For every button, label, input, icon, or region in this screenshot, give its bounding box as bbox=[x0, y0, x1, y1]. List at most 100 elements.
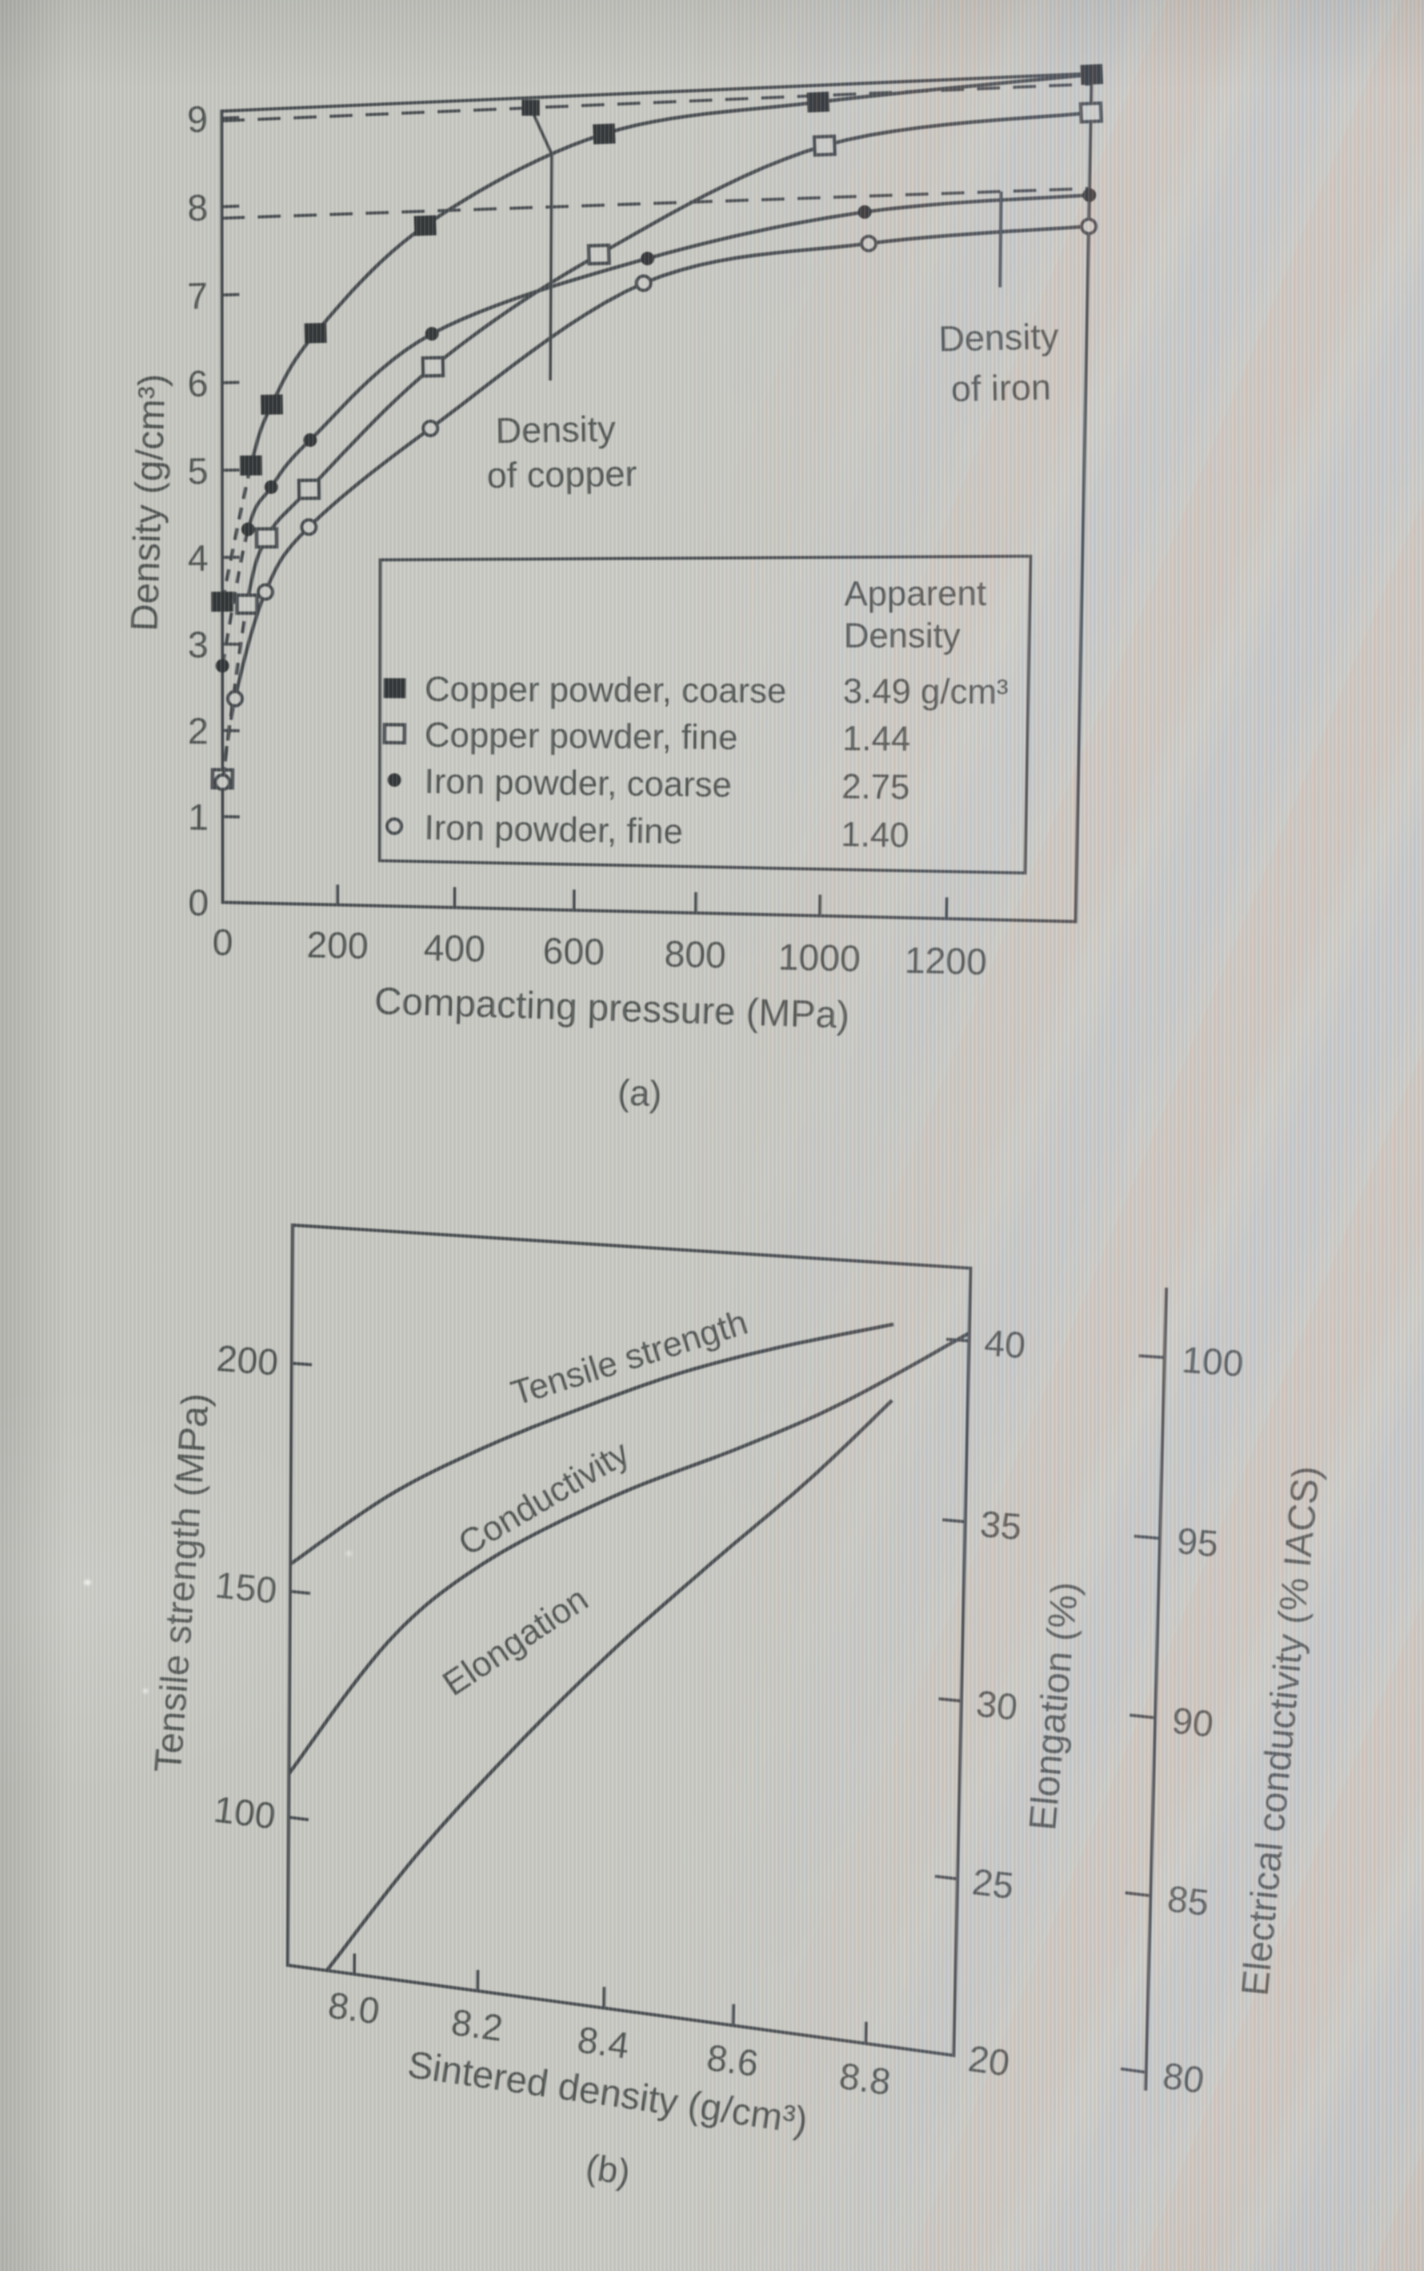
series-curve-start-dashed bbox=[220, 603, 249, 780]
legend-item-label: Iron powder, coarse bbox=[424, 762, 732, 805]
series-marker-open-square-shape bbox=[297, 478, 321, 501]
elongation-axis-title: Elongation (%) bbox=[1022, 1580, 1087, 1832]
series-marker-open-circle bbox=[634, 274, 653, 293]
series-marker-open-circle-shape bbox=[421, 419, 440, 438]
conductivity-axis-tick bbox=[1125, 1891, 1151, 1898]
legend-item-label: Copper powder, coarse bbox=[425, 670, 787, 711]
series-marker-open-square bbox=[812, 134, 837, 157]
series-marker-filled-square-shape bbox=[413, 215, 437, 236]
series-marker-filled-circle-shape bbox=[640, 251, 655, 266]
series-marker-open-square-shape bbox=[812, 134, 837, 157]
conductivity-tick-label: 80 bbox=[1160, 2055, 1206, 2101]
series-curve-elongation bbox=[325, 1399, 894, 1972]
x-axis-tick-label: 8.4 bbox=[575, 2019, 631, 2067]
legend-marker-filled-circle-shape bbox=[387, 773, 402, 787]
conductivity-axis-tick bbox=[1134, 1534, 1161, 1540]
series-marker-open-circle bbox=[226, 689, 244, 708]
conductivity-axis-tick bbox=[1129, 1713, 1156, 1720]
legend-box bbox=[378, 554, 1033, 875]
series-curve-conductivity bbox=[287, 1331, 971, 1775]
conductivity-axis-tick bbox=[1120, 2067, 1147, 2074]
y-axis-tick-label: 0 bbox=[188, 882, 210, 923]
dust-speck bbox=[143, 1689, 148, 1693]
conductivity-axis-title: Electrical conductivity (% IACS) bbox=[1235, 1464, 1329, 1998]
series-marker-open-square-shape bbox=[1078, 101, 1104, 124]
series-marker-filled-circle bbox=[425, 326, 439, 341]
series-marker-filled-square-shape bbox=[806, 91, 830, 113]
series-marker-filled-circle-shape bbox=[264, 480, 279, 494]
legend-marker-filled-square-shape bbox=[383, 678, 406, 699]
legend-marker-open-circle-shape bbox=[385, 817, 404, 836]
tensile-axis-tick bbox=[290, 1589, 311, 1595]
series-marker-filled-square bbox=[211, 591, 234, 612]
curve-label: Tensile strength bbox=[507, 1303, 753, 1414]
series-curve-start-dashed bbox=[220, 465, 253, 603]
y-axis-tick-label: 3 bbox=[188, 624, 209, 665]
x-axis-tick-label: 8.0 bbox=[326, 1985, 382, 2033]
conductivity-tick-label: 100 bbox=[1180, 1339, 1244, 1384]
series-marker-open-square-shape bbox=[235, 593, 259, 615]
legend-marker-open-square bbox=[382, 722, 407, 745]
series-marker-filled-circle bbox=[1082, 188, 1097, 202]
series-marker-filled-square bbox=[239, 455, 263, 476]
series-marker-open-circle bbox=[859, 234, 878, 253]
series-marker-filled-square-shape bbox=[260, 394, 283, 415]
series-marker-open-circle-shape bbox=[634, 274, 653, 293]
x-axis-tick-label: 8.2 bbox=[449, 2002, 505, 2050]
y-axis-tick bbox=[221, 204, 240, 209]
series-marker-filled-square bbox=[806, 91, 830, 113]
legend-marker-open-circle bbox=[385, 817, 404, 836]
series-curve-start-dashed bbox=[220, 528, 250, 667]
legend-item-value: 3.49 g/cm³ bbox=[843, 672, 1009, 712]
legend-marker-filled-square bbox=[383, 678, 406, 699]
series-marker-filled-square-shape bbox=[592, 123, 616, 145]
y-axis-tick-label: 7 bbox=[187, 275, 209, 317]
dust-speck bbox=[346, 1551, 352, 1556]
series-marker-filled-circle bbox=[215, 658, 230, 673]
series-marker-open-square bbox=[254, 527, 279, 549]
tensile-axis-tick bbox=[288, 1815, 309, 1822]
elongation-tick-label: 40 bbox=[983, 1322, 1027, 1366]
y-axis-tick-label: 2 bbox=[188, 711, 209, 752]
conductivity-tick-label: 85 bbox=[1165, 1878, 1211, 1924]
y-axis-tick-label: 8 bbox=[187, 187, 209, 229]
x-axis-tick-label: 1200 bbox=[904, 940, 987, 983]
series-marker-filled-circle bbox=[264, 480, 279, 494]
legend-item-value: 2.75 bbox=[841, 767, 910, 807]
tensile-tick-label: 150 bbox=[213, 1564, 278, 1611]
series-marker-open-square-shape bbox=[421, 355, 445, 378]
x-axis-tick-label: 8.6 bbox=[704, 2037, 760, 2085]
conductivity-axis-line bbox=[1144, 1287, 1168, 2091]
tensile-tick-label: 100 bbox=[212, 1789, 278, 1837]
reference-label-line1: Density bbox=[938, 315, 1059, 359]
elongation-tick-label: 20 bbox=[966, 2038, 1012, 2084]
x-axis-tick-label: 800 bbox=[664, 933, 727, 975]
x-axis-tick-label: 600 bbox=[542, 930, 605, 972]
reference-label-line2: of iron bbox=[951, 366, 1052, 409]
chart-a: 0 200 400 600 800 1000 12000123456789Densityof… bbox=[124, 64, 1104, 1114]
elongation-tick-label: 30 bbox=[974, 1683, 1019, 1728]
elongation-axis-tick bbox=[938, 1697, 962, 1703]
dust-speck bbox=[84, 1580, 91, 1585]
series-marker-filled-circle-shape bbox=[215, 658, 230, 673]
series-marker-open-square-shape bbox=[254, 527, 279, 549]
series-marker-open-circle-shape bbox=[226, 689, 244, 708]
legend-marker-open-square-shape bbox=[382, 722, 407, 745]
legend-header-line2: Density bbox=[844, 616, 961, 655]
reference-label-line2: of copper bbox=[487, 453, 638, 496]
x-axis-tick-label: 1000 bbox=[778, 936, 861, 979]
series-marker-filled-circle-shape bbox=[241, 522, 255, 537]
reference-line-iron bbox=[221, 187, 1090, 220]
legend-item-value: 1.40 bbox=[841, 815, 910, 855]
reference-pointer bbox=[998, 191, 1003, 288]
series-marker-open-square-shape bbox=[586, 243, 611, 266]
series-marker-filled-square bbox=[592, 123, 616, 145]
y-axis-tick bbox=[221, 293, 240, 297]
series-marker-open-circle-shape bbox=[300, 518, 318, 536]
legend-item-label: Iron powder, fine bbox=[424, 808, 683, 851]
y-axis-tick-label: 1 bbox=[188, 797, 209, 838]
curve-label: Elongation bbox=[436, 1579, 595, 1703]
reference-label-line1: Density bbox=[495, 408, 616, 451]
